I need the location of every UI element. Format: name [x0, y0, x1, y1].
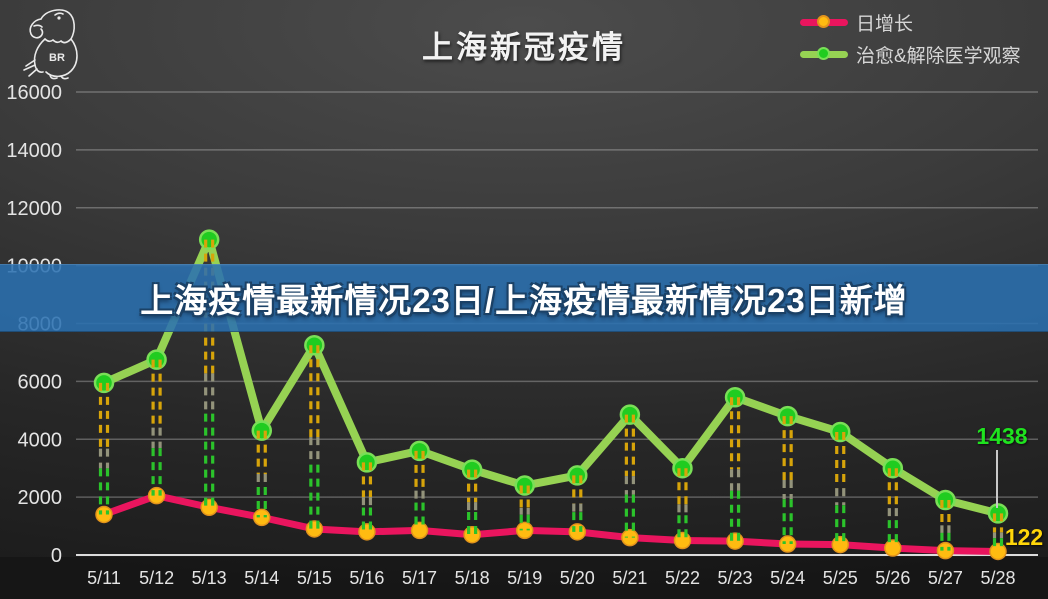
- x-axis-label: 5/16: [349, 568, 384, 588]
- data-point-cured: [672, 457, 693, 479]
- y-axis-label: 0: [51, 545, 62, 567]
- data-point-cured: [93, 372, 115, 394]
- data-point-cured: [146, 349, 167, 370]
- y-axis-label: 16000: [6, 82, 62, 104]
- data-point-cured: [514, 475, 535, 496]
- data-point-daily-increase: [95, 505, 113, 524]
- y-axis-label: 2000: [18, 487, 63, 509]
- x-axis-label: 5/12: [139, 568, 174, 588]
- data-point-daily-increase: [410, 521, 429, 540]
- data-point-cured: [461, 459, 483, 480]
- annotation-cured-last-value: 1438: [976, 423, 1028, 449]
- data-point-cured: [724, 387, 746, 408]
- data-point-daily-increase: [147, 486, 166, 505]
- data-point-daily-increase: [568, 523, 587, 541]
- y-axis-label: 14000: [6, 140, 62, 162]
- series-line-cured: [100, 235, 1002, 518]
- data-point-daily-increase: [253, 508, 271, 527]
- x-axis-label: 5/25: [823, 568, 858, 588]
- y-axis-label: 12000: [6, 198, 62, 220]
- x-axis-label: 5/19: [507, 568, 542, 588]
- data-point-cured: [935, 489, 956, 511]
- data-point-daily-increase: [358, 523, 376, 541]
- green-marker-icon: [817, 47, 830, 60]
- legend-item-daily-increase: 日增长: [800, 6, 1021, 38]
- x-axis-label: 5/28: [980, 568, 1015, 588]
- data-point-cured: [567, 465, 588, 486]
- x-axis-label: 5/24: [770, 568, 805, 588]
- annotation-callout-line: [996, 450, 998, 508]
- legend-label: 治愈&解除医学观察: [856, 45, 1021, 67]
- data-point-daily-increase: [831, 535, 849, 554]
- data-point-cured: [777, 405, 798, 427]
- x-axis-label: 5/15: [297, 568, 332, 588]
- legend-swatch-red: [800, 12, 848, 32]
- y-axis-label: 4000: [18, 429, 63, 451]
- data-point-daily-increase: [673, 531, 692, 550]
- x-axis-label: 5/13: [192, 568, 227, 588]
- y-axis-label: 6000: [18, 371, 63, 393]
- x-axis-label: 5/14: [244, 568, 279, 588]
- legend-swatch-green: [800, 44, 848, 64]
- data-point-daily-increase: [778, 535, 797, 553]
- data-point-cured: [304, 334, 325, 356]
- x-axis-label: 5/21: [612, 568, 647, 588]
- parrot-logo: BR: [23, 9, 78, 80]
- data-point-daily-increase: [305, 520, 324, 538]
- red-marker-icon: [817, 15, 830, 28]
- series-line-daily-increase: [100, 492, 1002, 555]
- x-axis-label: 5/22: [665, 568, 700, 588]
- data-point-daily-increase: [515, 521, 534, 540]
- data-point-daily-increase: [936, 541, 955, 560]
- data-point-cured: [198, 229, 220, 250]
- x-axis-label: 5/17: [402, 568, 437, 588]
- x-axis-label: 5/18: [455, 568, 490, 588]
- logo-text: BR: [49, 52, 65, 64]
- data-point-cured: [619, 404, 641, 425]
- data-point-daily-increase: [200, 498, 218, 517]
- data-point-cured: [987, 503, 1009, 524]
- data-point-daily-increase: [726, 532, 744, 550]
- xaxis-band: [0, 557, 1048, 599]
- x-axis-label: 5/20: [560, 568, 595, 588]
- headline-text: 上海疫情最新情况23日/上海疫情最新情况23日新增: [140, 282, 908, 319]
- data-point-cured: [829, 421, 851, 443]
- annotation-daily-last-value: 122: [1004, 524, 1044, 550]
- data-point-daily-increase: [884, 539, 902, 557]
- data-point-cured: [251, 420, 273, 441]
- data-point-daily-increase: [463, 525, 481, 544]
- legend-label: 日增长: [856, 13, 914, 35]
- chart-legend: 日增长 治愈&解除医学观察: [800, 6, 1021, 70]
- data-point-daily-increase: [989, 542, 1007, 561]
- page-title: 上海新冠疫情: [422, 30, 626, 65]
- x-axis-label: 5/27: [928, 568, 963, 588]
- legend-item-cured: 治愈&解除医学观察: [800, 38, 1021, 70]
- data-point-cured: [356, 452, 378, 473]
- headline-banner: 上海疫情最新情况23日/上海疫情最新情况23日新增: [0, 264, 1048, 332]
- data-point-daily-increase: [621, 528, 639, 547]
- x-axis-label: 5/11: [87, 568, 121, 588]
- data-point-cured: [882, 457, 904, 479]
- x-axis-label: 5/23: [718, 568, 753, 588]
- x-axis-label: 5/26: [875, 568, 910, 588]
- data-point-cured: [409, 440, 430, 462]
